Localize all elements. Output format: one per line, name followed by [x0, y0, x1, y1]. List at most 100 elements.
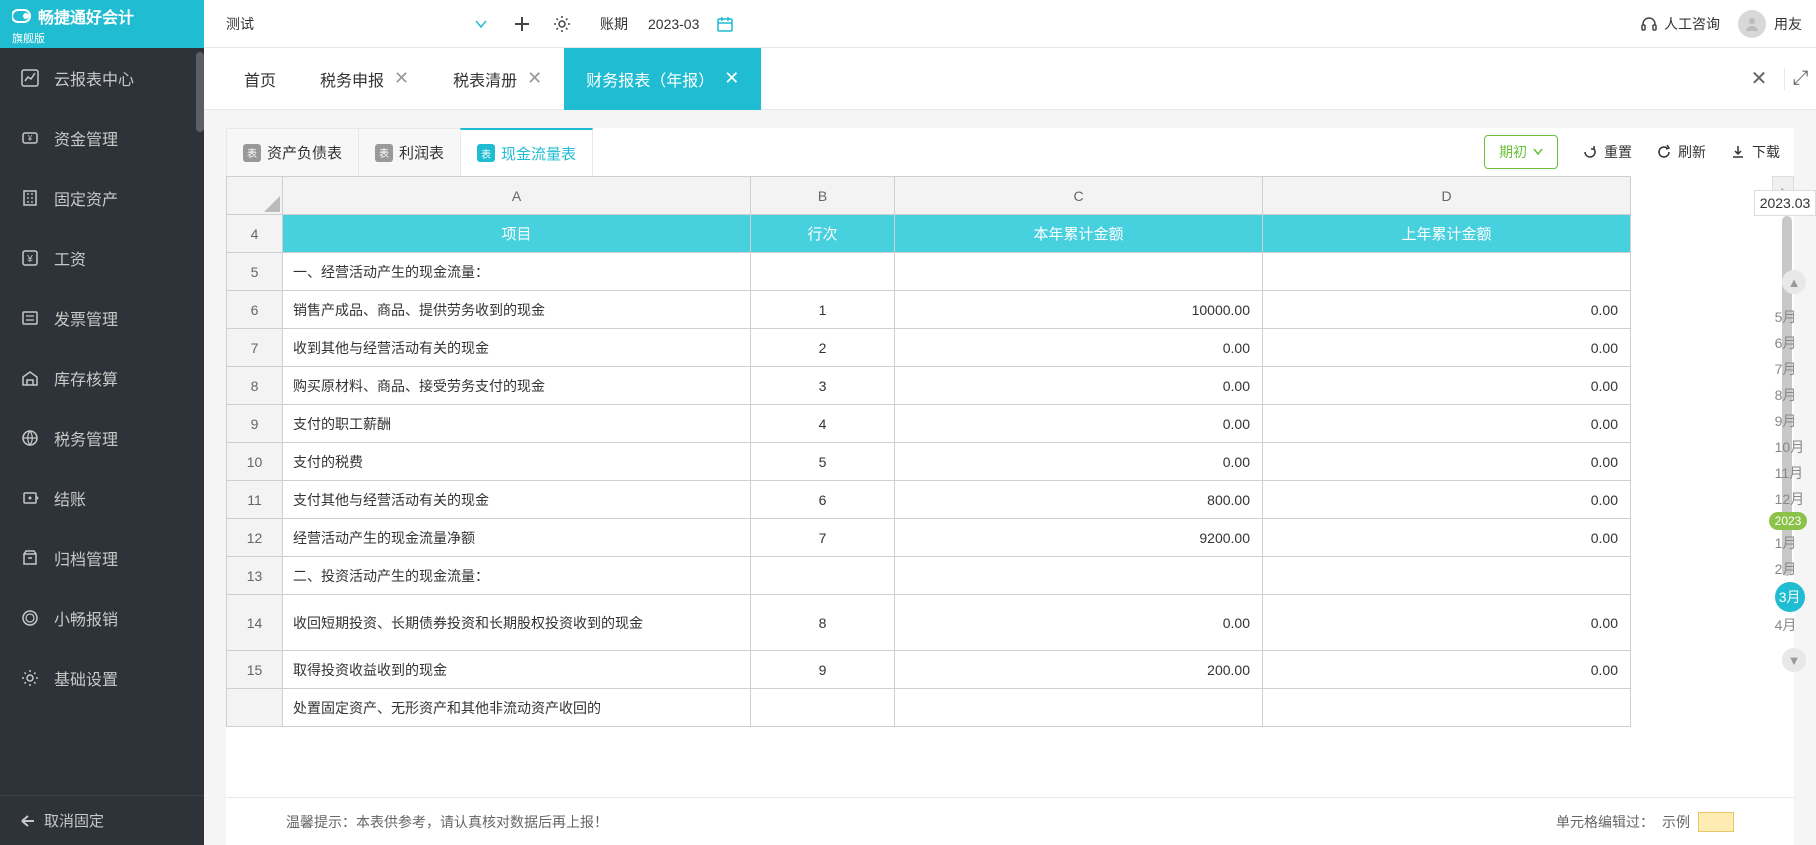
sidebar-item-7[interactable]: 结账 — [0, 468, 204, 528]
col-header-A[interactable]: A — [283, 177, 751, 215]
consult-link[interactable]: 人工咨询 — [1640, 14, 1720, 34]
cell-item[interactable]: 收回短期投资、长期债券投资和长期股权投资收到的现金 — [283, 595, 751, 651]
cell-current[interactable]: 0.00 — [895, 443, 1263, 481]
subtab-1[interactable]: 表利润表 — [358, 128, 461, 176]
sidebar-item-10[interactable]: 基础设置 — [0, 648, 204, 708]
sidebar-item-3[interactable]: ¥工资 — [0, 228, 204, 288]
cell-prior[interactable]: 0.00 — [1263, 519, 1631, 557]
sidebar-item-0[interactable]: 云报表中心 — [0, 48, 204, 108]
cell-line[interactable] — [751, 557, 895, 595]
sidebar-item-2[interactable]: 固定资产 — [0, 168, 204, 228]
cell-line[interactable]: 1 — [751, 291, 895, 329]
tab-2[interactable]: 税表清册✕ — [431, 48, 564, 110]
account-dropdown[interactable]: 测试 — [218, 10, 496, 38]
col-header-B[interactable]: B — [751, 177, 895, 215]
sidebar-item-9[interactable]: 小畅报销 — [0, 588, 204, 648]
rail-month[interactable]: 11月 — [1775, 460, 1814, 486]
rail-month[interactable]: 4月 — [1775, 612, 1814, 638]
cell-current[interactable] — [895, 557, 1263, 595]
sidebar-item-1[interactable]: ¥资金管理 — [0, 108, 204, 168]
cell-prior[interactable]: 0.00 — [1263, 595, 1631, 651]
cell-line[interactable]: 4 — [751, 405, 895, 443]
cell-current[interactable]: 0.00 — [895, 405, 1263, 443]
cell-current[interactable]: 200.00 — [895, 651, 1263, 689]
row-header[interactable]: 15 — [227, 651, 283, 689]
cell-item[interactable]: 一、经营活动产生的现金流量： — [283, 253, 751, 291]
rail-month[interactable]: 10月 — [1775, 434, 1814, 460]
cell-prior[interactable]: 0.00 — [1263, 443, 1631, 481]
cell-current[interactable]: 0.00 — [895, 329, 1263, 367]
row-header[interactable]: 9 — [227, 405, 283, 443]
cell-prior[interactable]: 0.00 — [1263, 405, 1631, 443]
rail-month[interactable]: 1月 — [1775, 530, 1814, 556]
cell-line[interactable]: 9 — [751, 651, 895, 689]
cell-item[interactable]: 取得投资收益收到的现金 — [283, 651, 751, 689]
col-header-C[interactable]: C — [895, 177, 1263, 215]
cell-item[interactable]: 购买原材料、商品、接受劳务支付的现金 — [283, 367, 751, 405]
cell-item[interactable]: 销售产成品、商品、提供劳务收到的现金 — [283, 291, 751, 329]
sidebar-item-5[interactable]: 库存核算 — [0, 348, 204, 408]
expand-button[interactable]: ⤢ — [1784, 68, 1806, 90]
close-all-tabs[interactable]: ✕ — [1748, 68, 1770, 90]
cell-line[interactable]: 6 — [751, 481, 895, 519]
cell-item[interactable]: 经营活动产生的现金流量净额 — [283, 519, 751, 557]
tab-1[interactable]: 税务申报✕ — [298, 48, 431, 110]
tab-close[interactable]: ✕ — [724, 68, 739, 89]
add-button[interactable] — [508, 10, 536, 38]
row-header[interactable]: 14 — [227, 595, 283, 651]
sidebar-item-4[interactable]: 发票管理 — [0, 288, 204, 348]
rail-scroll-up[interactable]: ▲ — [1782, 270, 1806, 294]
cell-item[interactable]: 二、投资活动产生的现金流量： — [283, 557, 751, 595]
cell-current[interactable]: 0.00 — [895, 595, 1263, 651]
sidebar-item-6[interactable]: 税务管理 — [0, 408, 204, 468]
tab-3[interactable]: 财务报表（年报）✕ — [564, 48, 761, 110]
cell-prior[interactable]: 0.00 — [1263, 291, 1631, 329]
cell-current[interactable]: 10000.00 — [895, 291, 1263, 329]
user-menu[interactable]: 用友 — [1738, 10, 1802, 38]
row-header[interactable] — [227, 689, 283, 727]
calendar-button[interactable] — [711, 10, 739, 38]
cell-current[interactable] — [895, 689, 1263, 727]
sidebar-unpin[interactable]: 取消固定 — [0, 795, 204, 845]
cell-line[interactable]: 7 — [751, 519, 895, 557]
row-header[interactable]: 13 — [227, 557, 283, 595]
row-header[interactable]: 7 — [227, 329, 283, 367]
cell-current[interactable] — [895, 253, 1263, 291]
subtab-0[interactable]: 表资产负债表 — [226, 128, 359, 176]
period-init-button[interactable]: 期初 — [1484, 135, 1558, 169]
refresh-button[interactable]: 刷新 — [1656, 142, 1706, 162]
tab-close[interactable]: ✕ — [527, 68, 542, 89]
cell-current[interactable]: 9200.00 — [895, 519, 1263, 557]
cell-prior[interactable]: 0.00 — [1263, 651, 1631, 689]
row-header[interactable]: 6 — [227, 291, 283, 329]
cell-prior[interactable]: 0.00 — [1263, 367, 1631, 405]
sidebar-item-8[interactable]: 归档管理 — [0, 528, 204, 588]
rail-month[interactable]: 8月 — [1775, 382, 1814, 408]
rail-month[interactable]: 9月 — [1775, 408, 1814, 434]
cell-line[interactable]: 8 — [751, 595, 895, 651]
row-header[interactable]: 10 — [227, 443, 283, 481]
tab-0[interactable]: 首页 — [222, 48, 298, 110]
subtab-2[interactable]: 表现金流量表 — [460, 128, 593, 176]
reset-button[interactable]: 重置 — [1582, 142, 1632, 162]
cell-line[interactable]: 2 — [751, 329, 895, 367]
rail-month[interactable]: 12月 — [1775, 486, 1814, 512]
row-header[interactable]: 4 — [227, 215, 283, 253]
cell-prior[interactable] — [1263, 253, 1631, 291]
col-header-D[interactable]: D — [1263, 177, 1631, 215]
cell-item[interactable]: 支付的税费 — [283, 443, 751, 481]
sheet-corner[interactable] — [227, 177, 283, 215]
row-header[interactable]: 12 — [227, 519, 283, 557]
cell-line[interactable]: 3 — [751, 367, 895, 405]
cell-line[interactable] — [751, 253, 895, 291]
cell-current[interactable]: 800.00 — [895, 481, 1263, 519]
cell-current[interactable]: 0.00 — [895, 367, 1263, 405]
tab-close[interactable]: ✕ — [394, 68, 409, 89]
row-header[interactable]: 11 — [227, 481, 283, 519]
rail-scroll-down[interactable]: ▼ — [1782, 648, 1806, 672]
cell-prior[interactable]: 0.00 — [1263, 329, 1631, 367]
rail-month[interactable]: 6月 — [1775, 330, 1814, 356]
cell-prior[interactable] — [1263, 689, 1631, 727]
cell-item[interactable]: 处置固定资产、无形资产和其他非流动资产收回的 — [283, 689, 751, 727]
cell-prior[interactable]: 0.00 — [1263, 481, 1631, 519]
